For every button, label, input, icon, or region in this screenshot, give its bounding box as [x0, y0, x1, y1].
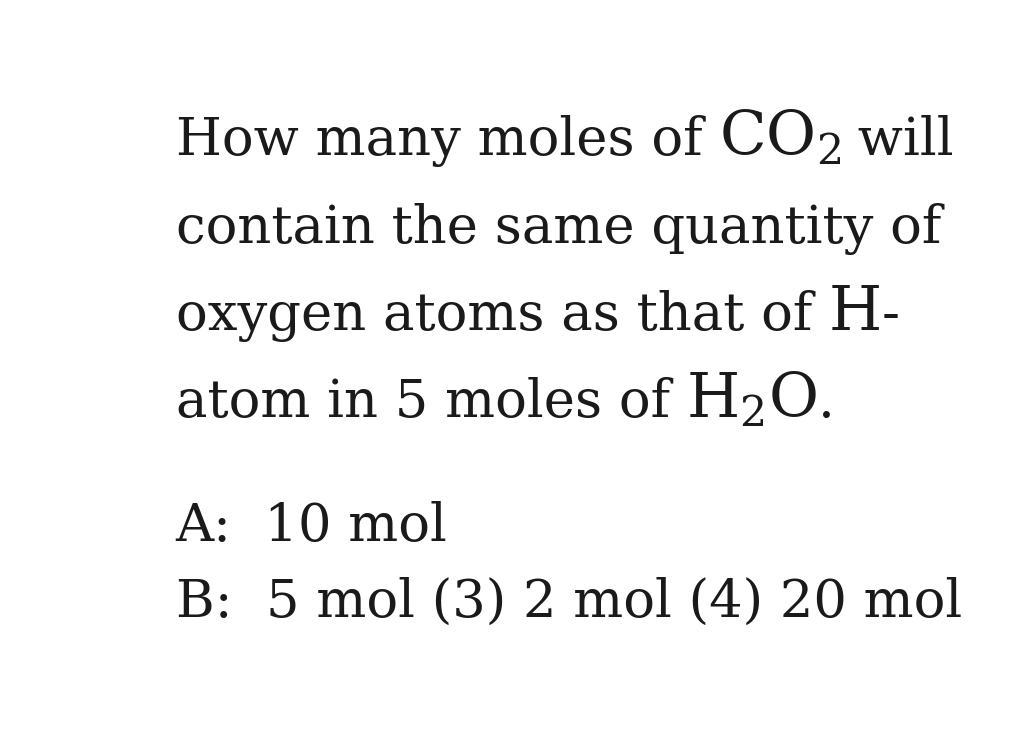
Text: A:  10 mol: A: 10 mol [176, 501, 447, 552]
Text: How many moles of: How many moles of [176, 115, 719, 167]
Text: H: H [828, 283, 882, 343]
Text: B:  5 mol (3) 2 mol (4) 20 mol: B: 5 mol (3) 2 mol (4) 20 mol [176, 577, 962, 628]
Text: -: - [882, 289, 900, 341]
Text: oxygen atoms as that of: oxygen atoms as that of [176, 289, 828, 342]
Text: contain the same quantity of: contain the same quantity of [176, 202, 941, 254]
Text: H$_2$O: H$_2$O [686, 370, 818, 430]
Text: atom in 5 moles of: atom in 5 moles of [176, 377, 686, 428]
Text: will: will [842, 115, 954, 166]
Text: CO$_2$: CO$_2$ [719, 108, 842, 168]
Text: .: . [818, 377, 835, 428]
